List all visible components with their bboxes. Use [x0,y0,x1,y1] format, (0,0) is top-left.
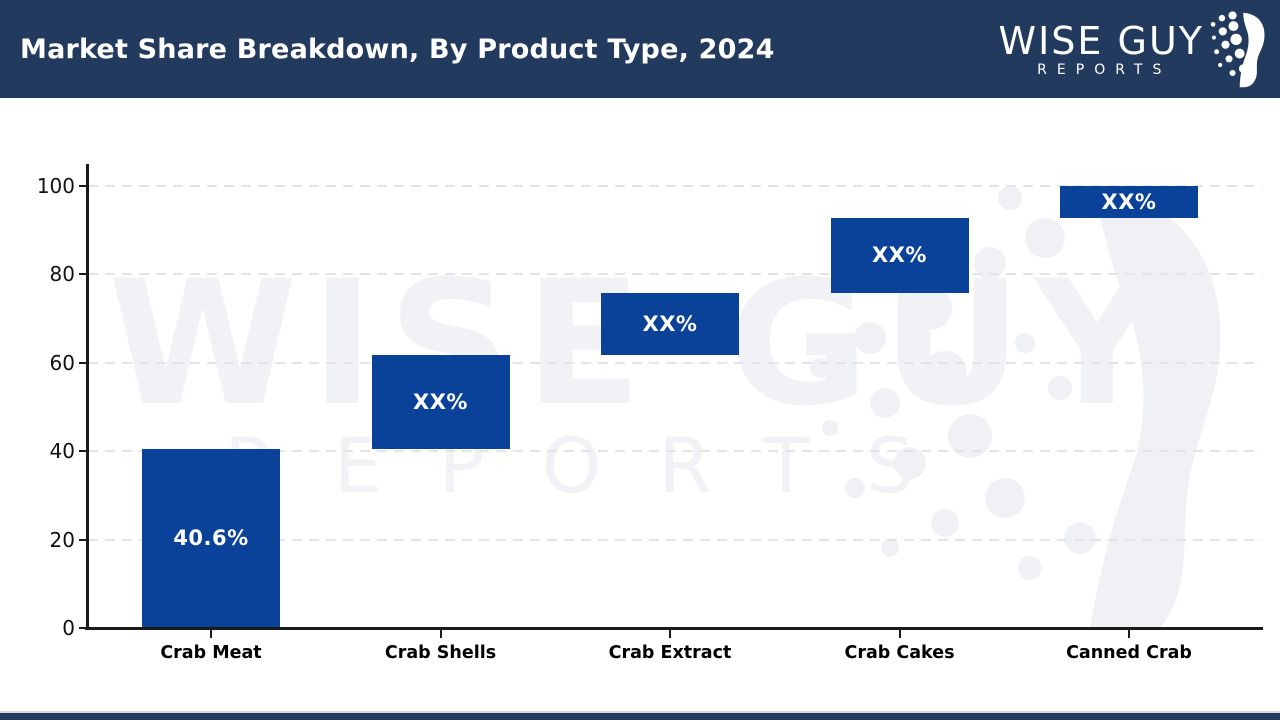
y-axis-label: 80 [49,262,75,287]
wiseguy-logo-text: WISE GUY REPORTS [998,18,1204,79]
y-axis-tick [79,273,88,276]
wiseguy-logo: WISE GUY REPORTS [999,6,1268,94]
y-axis [86,164,89,630]
gridline [88,450,1262,453]
wiseguy-face-icon [1210,11,1265,88]
y-axis-tick [79,185,88,187]
x-axis-category-label: Crab Shells [384,643,497,663]
gridline [88,538,1262,541]
x-axis-category-label: Canned Crab [1066,643,1192,663]
watermark-reports-text: REPORTS [224,421,972,510]
x-axis [85,627,1263,630]
y-axis-tick [79,538,88,541]
x-axis-category-label: Crab Extract [608,643,732,663]
logo-wiseguy-label: WISE GUY [998,18,1204,63]
y-axis-label: 20 [49,527,75,552]
y-axis-tick [79,450,88,453]
gridline [88,361,1262,364]
gridline [88,273,1262,276]
header-bar: Market Share Breakdown, By Product Type,… [0,0,1280,98]
gridline [88,185,1262,187]
y-axis-label: 40 [49,439,75,464]
y-axis-label: 60 [49,350,75,375]
chart-title: Market Share Breakdown, By Product Type,… [20,33,775,65]
y-axis-tick [79,361,88,364]
bar-segment: XX% [601,292,739,355]
bar-value-label: XX% [413,389,468,414]
logo-reports-label: REPORTS [1037,62,1172,79]
x-axis-tick [439,630,442,638]
bar-value-label: XX% [872,243,927,268]
x-axis-tick [898,630,901,638]
bar-segment: XX% [1060,186,1198,218]
y-axis-label: 0 [62,616,75,640]
y-axis-tick [79,627,88,629]
footer-bar [0,711,1280,720]
bar-value-label: XX% [642,311,698,336]
x-axis-category-label: Crab Meat [160,643,262,663]
x-axis-category-label: Crab Cakes [844,643,955,663]
bar-value-label: XX% [1101,189,1157,214]
bar-segment: 40.6% [142,448,280,628]
y-axis-label: 100 [36,174,75,198]
x-axis-tick [669,630,671,638]
plot-area: 0 20 40 60 80 100 40.6% Crab Meat XX% Crab Shells… [37,174,1262,663]
bar-value-label: 40.6% [173,526,249,551]
chart-area: WISE GUY REPORTS 0 20 40 60 80 100 40.6% Crab M… [0,98,1280,713]
bar-segment: XX% [830,217,969,293]
watermark-face-graphic [810,186,1221,628]
x-axis-tick [1128,630,1130,638]
x-axis-tick [210,630,212,638]
bar-segment: XX% [371,354,510,449]
